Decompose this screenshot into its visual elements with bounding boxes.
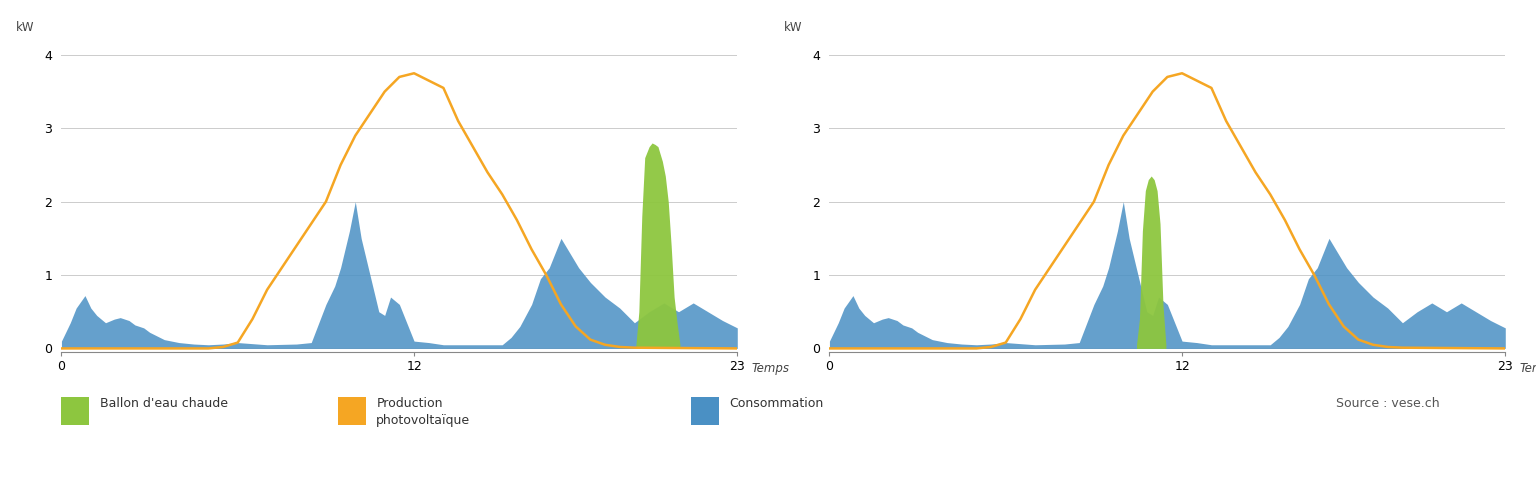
Text: kW: kW bbox=[783, 21, 802, 34]
Text: Production
photovoltaïque: Production photovoltaïque bbox=[376, 397, 470, 428]
Text: Consommation: Consommation bbox=[730, 397, 823, 410]
Text: Ballon d'eau chaude: Ballon d'eau chaude bbox=[100, 397, 227, 410]
Text: kW: kW bbox=[15, 21, 34, 34]
Text: Source : vese.ch: Source : vese.ch bbox=[1336, 397, 1439, 410]
Text: Temps: Temps bbox=[753, 362, 790, 375]
Text: Temps: Temps bbox=[1521, 362, 1536, 375]
